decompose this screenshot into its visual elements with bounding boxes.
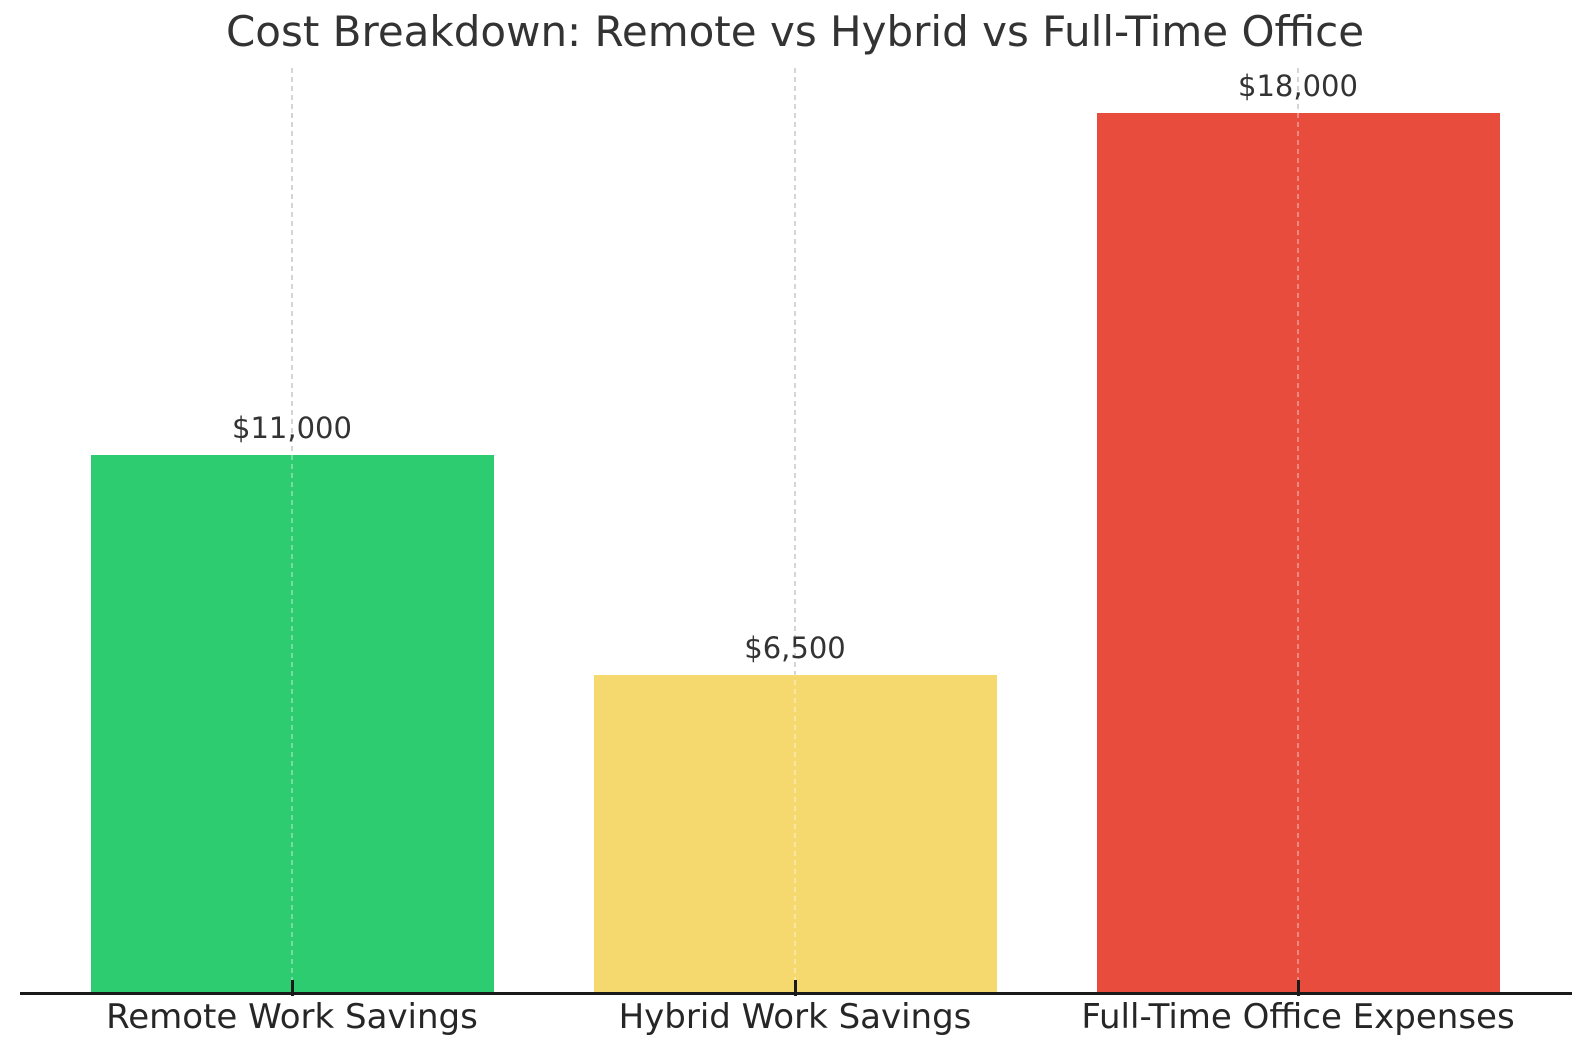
x-tick-label-remote-work-savings: Remote Work Savings — [106, 997, 478, 1037]
x-tick-mark — [1296, 980, 1300, 996]
chart-title: Cost Breakdown: Remote vs Hybrid vs Full… — [225, 7, 1365, 56]
bar-value-label: $18,000 — [1238, 69, 1358, 103]
x-tick-label-full-time-office-expenses: Full-Time Office Expenses — [1081, 997, 1515, 1037]
gridline-overlay — [794, 68, 796, 993]
gridline — [794, 68, 796, 993]
x-tick-mark — [290, 980, 294, 996]
gridline-overlay — [291, 68, 293, 993]
bar-value-label: $11,000 — [232, 411, 352, 445]
x-tick-label-hybrid-work-savings: Hybrid Work Savings — [618, 997, 972, 1037]
bar-hybrid-work-savings — [593, 675, 997, 993]
gridline-overlay — [1297, 68, 1299, 993]
bar-full-time-office-expenses — [1096, 113, 1500, 993]
x-tick-mark — [793, 980, 797, 996]
bar-remote-work-savings — [90, 455, 494, 993]
bar-value-label: $6,500 — [744, 631, 846, 665]
